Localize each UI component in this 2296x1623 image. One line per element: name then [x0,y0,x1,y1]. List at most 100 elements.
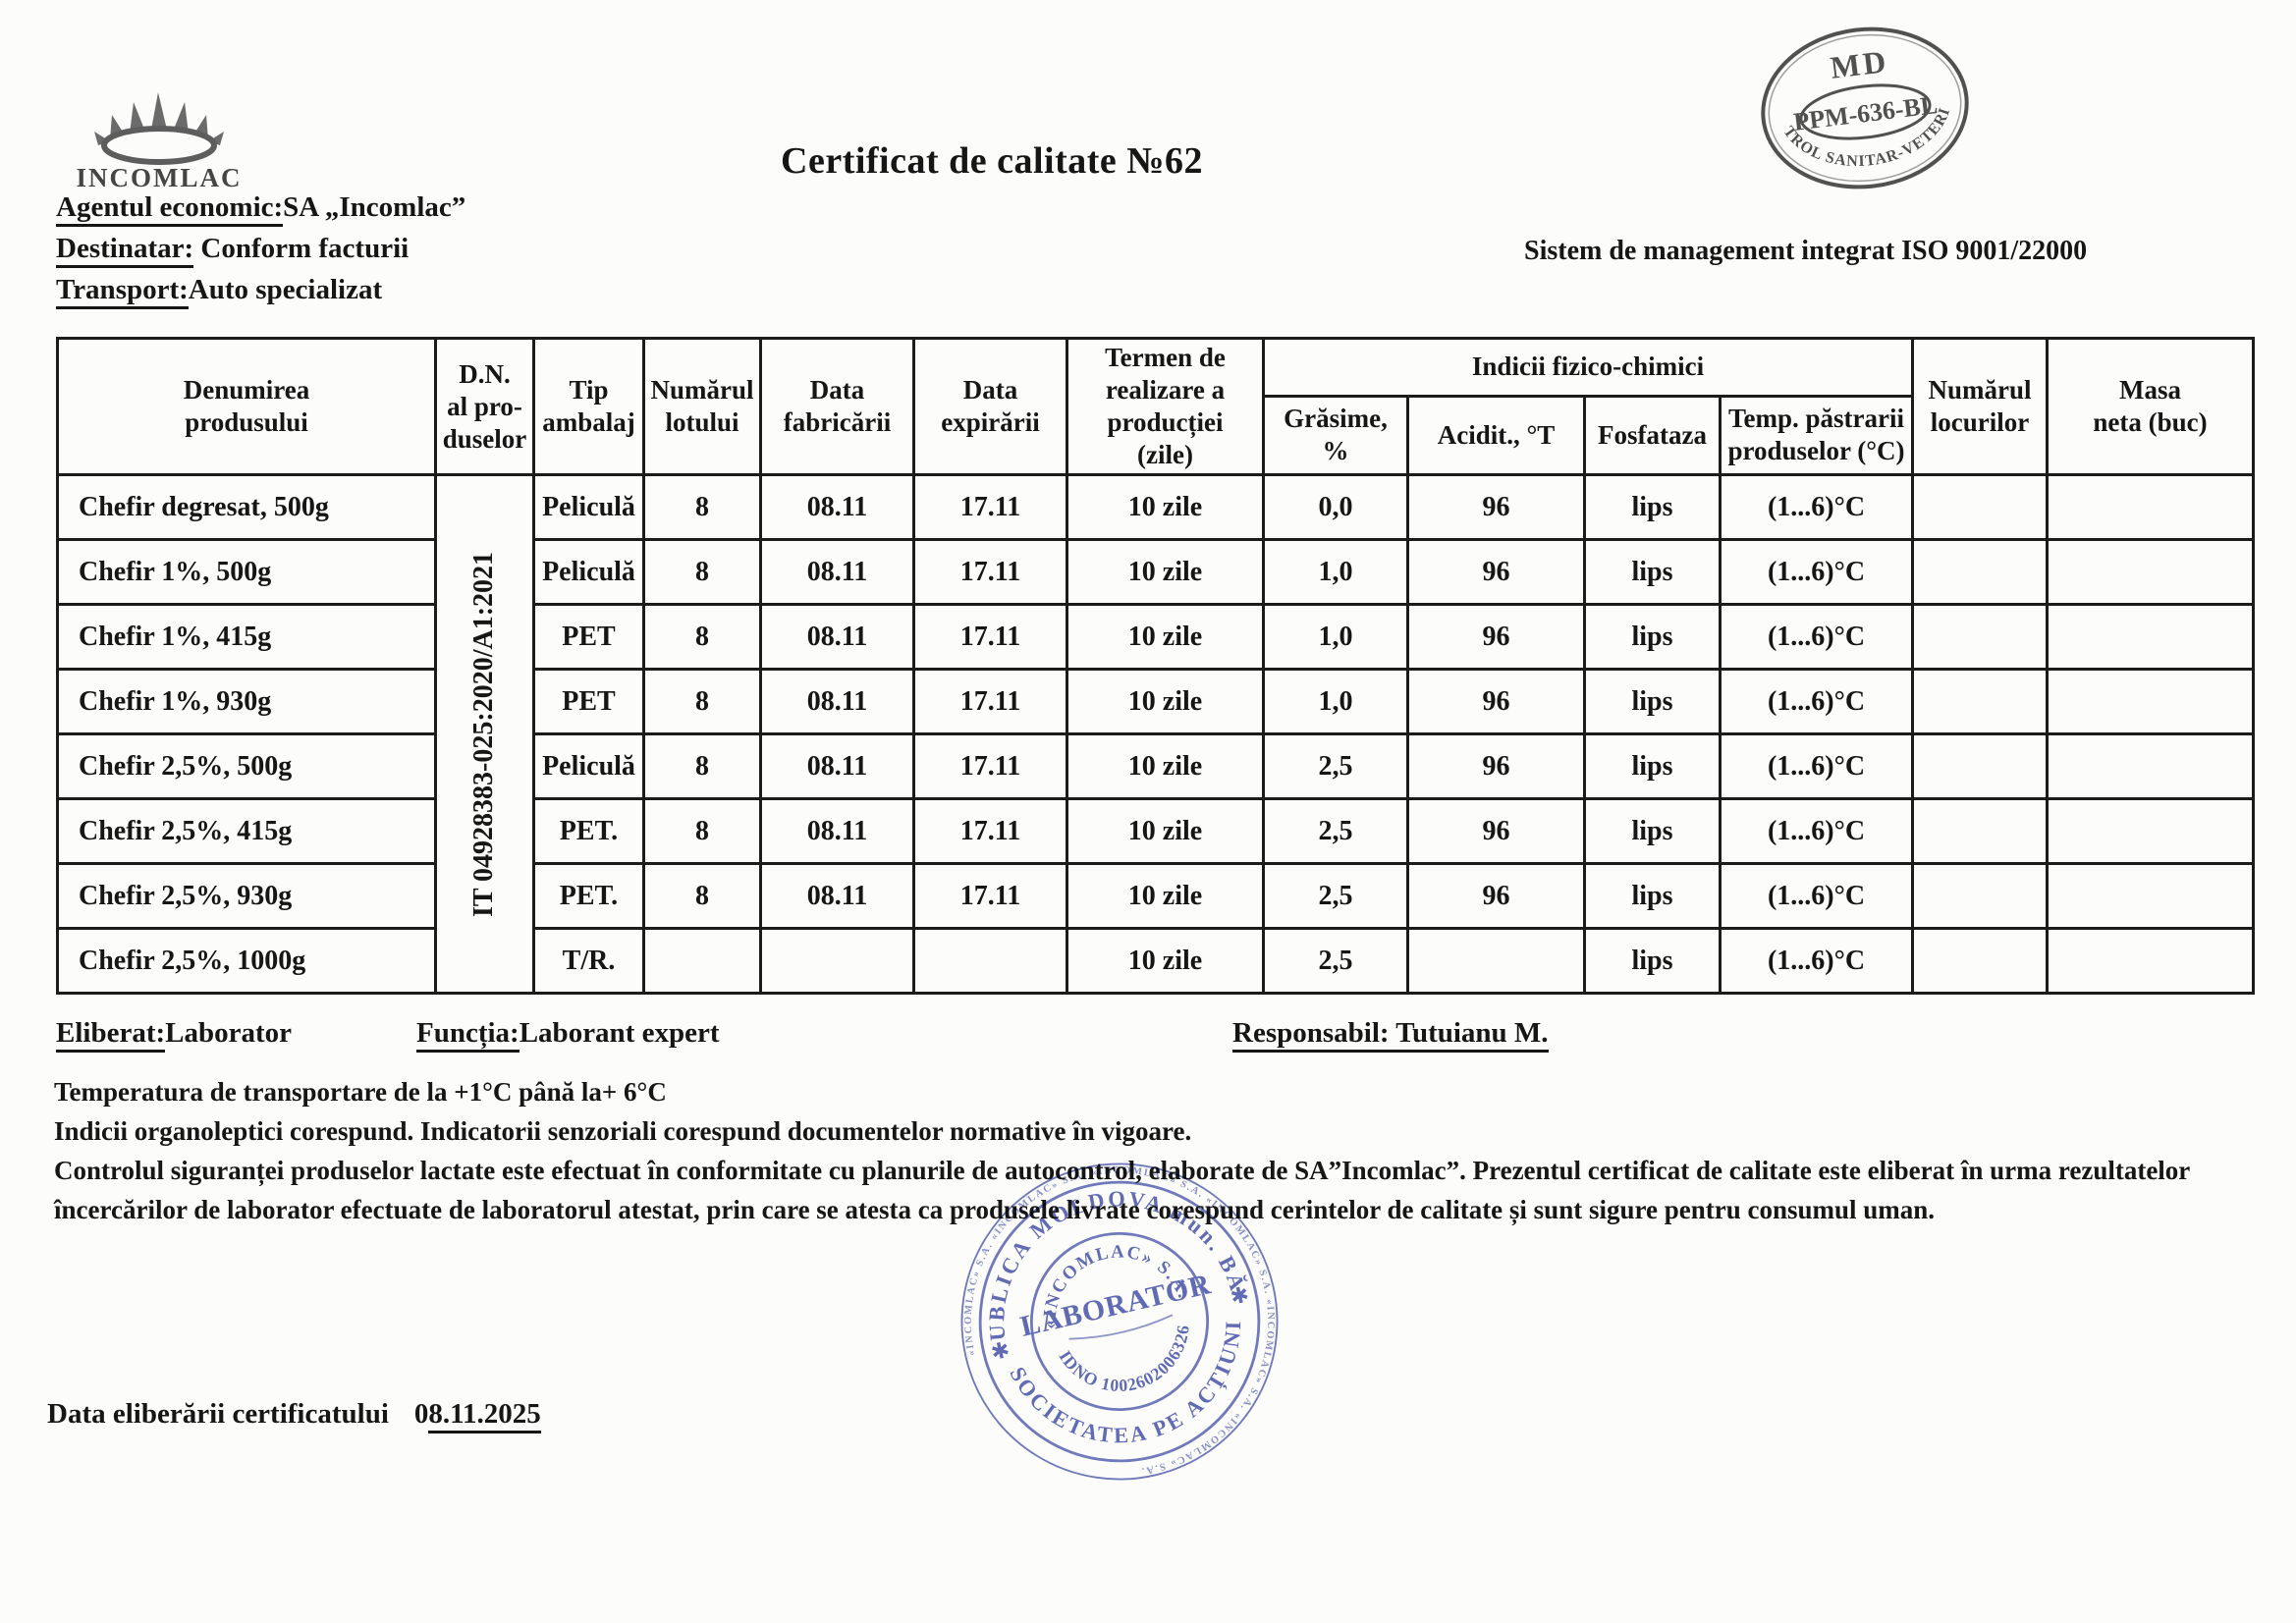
table-row: Chefir 1%, 415g PET 8 08.11 17.11 10 zil… [56,603,2256,671]
cell-fat: 2,5 [1262,732,1409,800]
cell-temp: (1...6)°C [1718,668,1915,735]
cell-expiry: 17.11 [912,603,1068,671]
issue-date-first-digit: 0 [413,1398,429,1430]
cell-lot [642,927,762,995]
cell-product: Chefir 2,5%, 1000g [56,927,437,995]
cell-places [1911,927,2050,995]
cell-packaging: Peliculă [532,538,645,606]
col-header-term: Termen de realizare a producției (zile) [1066,337,1265,476]
note-organoleptic: Indicii organoleptici corespund. Indicat… [54,1116,1192,1146]
cell-term: 10 zile [1066,473,1265,541]
cell-made: 08.11 [759,797,915,865]
cell-mass [2046,538,2256,606]
logo-text: INCOMLAC [77,163,243,192]
cell-packaging: PET. [532,862,645,930]
col-header-phosphatase: Fosfataza [1583,394,1722,477]
stamp-idno-text: IDNO 1002602006326 [1054,1320,1205,1410]
cell-acidity: 96 [1406,732,1586,800]
functia-value: Laborant expert [519,1017,720,1049]
col-header-acidity: Acidit., °T [1406,394,1586,477]
cell-term: 10 zile [1066,862,1265,930]
cell-term: 10 zile [1066,603,1265,671]
col-header-dn: D.N. al pro- duselor [434,337,535,476]
col-header-made: Data fabricării [759,337,915,476]
cell-made: 08.11 [759,538,915,606]
note-control: Controlul siguranței produselor lactate … [54,1156,2190,1224]
cell-packaging: PET [532,603,645,671]
cell-made [759,927,915,995]
cell-acidity: 96 [1406,797,1586,865]
cell-dn-merged: IT 04928383-025:2020/A1:2021 [434,473,535,995]
field-agent-label: Agentul economic: [56,191,284,227]
header-fields: Agentul economic:SA „Incomlac” Destinata… [56,187,465,310]
incomlac-logo: INCOMLAC [75,82,251,200]
table-row: Chefir degresat, 500g IT 04928383-025:20… [56,473,2256,995]
cell-product: Chefir 1%, 415g [56,603,437,671]
cell-product: Chefir 1%, 500g [56,538,437,606]
cell-expiry: 17.11 [912,473,1068,541]
cell-places [1911,862,2050,930]
issue-date-line: Data eliberării certificatului 08.11.2025 [47,1398,541,1434]
table-row: Chefir 2,5%, 930g PET. 8 08.11 17.11 10 … [56,862,2256,930]
functia-label: Funcția: [416,1017,519,1053]
cell-term: 10 zile [1066,668,1265,735]
cell-places [1911,473,2050,541]
col-header-indicii: Indicii fizico-chimici [1261,337,1915,398]
iso-management-line: Sistem de management integrat ISO 9001/2… [1524,236,2088,266]
cell-made: 08.11 [759,473,915,541]
cell-product: Chefir 2,5%, 500g [56,732,437,800]
cell-lot: 8 [642,538,762,606]
cell-phosphatase: lips [1583,862,1722,930]
col-header-expiry: Data expirării [912,337,1068,476]
cell-places [1911,732,2050,800]
field-transport-value: Auto specializat [188,274,383,305]
field-agent: Agentul economic:SA „Incomlac” [56,187,465,228]
col-header-lot: Numărul lotului [642,337,762,476]
issue-date-label: Data eliberării certificatului [47,1398,389,1430]
cell-packaging: Peliculă [532,473,645,541]
eliberat-value: Laborator [165,1017,293,1049]
cell-term: 10 zile [1066,538,1265,606]
cell-expiry: 17.11 [912,732,1068,800]
table-row: Chefir 1%, 500g Peliculă 8 08.11 17.11 1… [56,538,2256,606]
cell-phosphatase: lips [1583,797,1722,865]
field-destinatar-label: Destinatar: [56,233,194,268]
cell-product: Chefir 2,5%, 930g [56,862,437,930]
cell-lot: 8 [642,732,762,800]
field-transport-label: Transport: [56,274,189,309]
cell-fat: 0,0 [1262,473,1409,541]
stamp-md-text: MD [1829,43,1890,85]
cell-mass [2046,862,2256,930]
cell-acidity: 96 [1406,538,1586,606]
issue-date-value: 08.11.2025 [413,1398,541,1434]
cell-temp: (1...6)°C [1718,538,1915,606]
cell-phosphatase: lips [1583,603,1722,671]
cell-lot: 8 [642,797,762,865]
cell-fat: 2,5 [1262,927,1409,995]
cell-temp: (1...6)°C [1718,797,1915,865]
field-destinatar-value: Conform facturii [193,233,410,264]
cell-phosphatase: lips [1583,538,1722,606]
col-header-places: Numărul locurilor [1911,337,2050,476]
cell-expiry [912,927,1068,995]
cell-made: 08.11 [759,732,915,800]
cell-mass [2046,797,2256,865]
cell-expiry: 17.11 [912,538,1068,606]
cell-phosphatase: lips [1583,473,1722,541]
cell-places [1911,603,2050,671]
cell-lot: 8 [642,603,762,671]
col-header-packaging: Tip ambalaj [532,337,645,476]
cell-fat: 1,0 [1262,603,1409,671]
cell-places [1911,797,2050,865]
cell-packaging: Peliculă [532,732,645,800]
cell-product: Chefir 2,5%, 415g [56,797,437,865]
cell-packaging: PET [532,668,645,735]
cell-term: 10 zile [1066,732,1265,800]
cell-fat: 1,0 [1262,668,1409,735]
cell-phosphatase: lips [1583,927,1722,995]
cell-phosphatase: lips [1583,668,1722,735]
cell-expiry: 17.11 [912,668,1068,735]
notes-block: Temperatura de transportare de la +1°C p… [54,1072,2254,1229]
products-table: Denumirea produsului D.N. al pro- duselo… [56,337,2256,995]
cell-mass [2046,473,2256,541]
